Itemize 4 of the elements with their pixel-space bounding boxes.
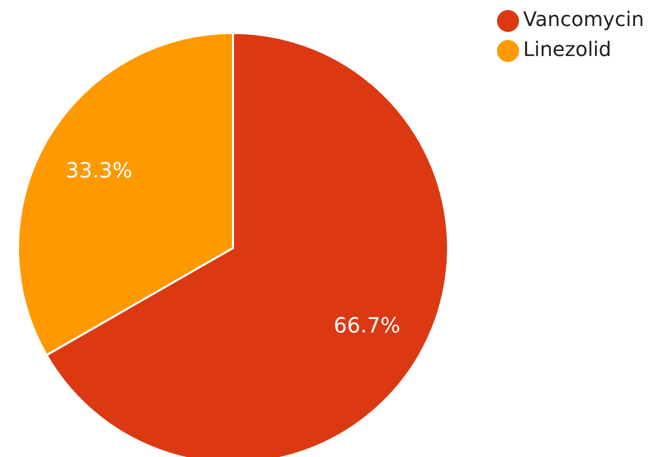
- legend-label: Vancomycin: [523, 7, 644, 31]
- data-label: 66.7%: [334, 314, 400, 338]
- legend-label: Linezolid: [523, 37, 612, 61]
- data-label: 33.3%: [66, 158, 132, 182]
